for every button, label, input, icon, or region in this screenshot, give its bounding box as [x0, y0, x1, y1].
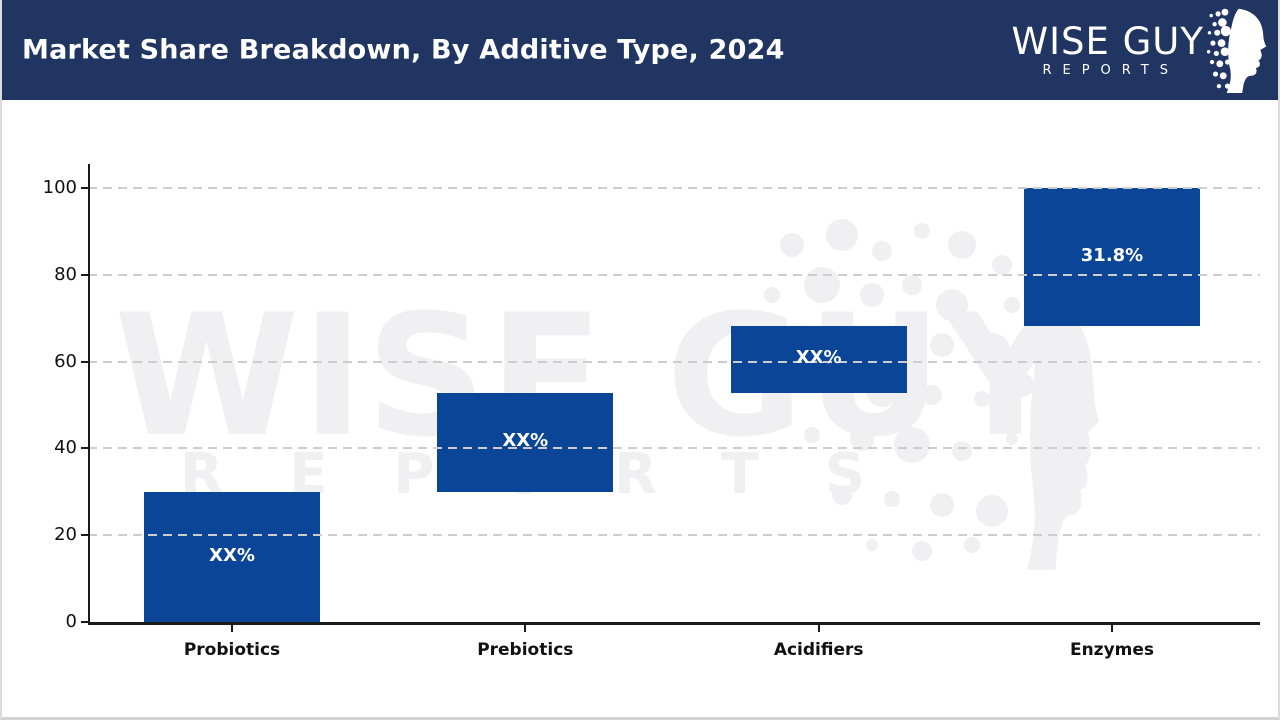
chart-area: WISE GUY REPORTS XX%XX%XX%31.8%	[2, 100, 1278, 717]
bar-acidifiers	[730, 326, 907, 393]
bar-enzymes	[1024, 188, 1200, 326]
y-axis-spine	[88, 164, 90, 625]
watermark-head-icon	[1027, 300, 1099, 570]
x-axis-category-enzymes: Enzymes	[1069, 640, 1155, 660]
y-axis-tick	[81, 621, 89, 623]
y-axis-tick	[81, 187, 89, 189]
logo-line2: REPORTS	[1042, 63, 1180, 78]
gridline-20	[88, 534, 1260, 537]
x-axis-category-acidifiers: Acidifiers	[773, 640, 864, 660]
y-axis-tick-label: 100	[42, 177, 77, 198]
x-axis-spine	[88, 622, 1260, 625]
plot: XX% XX% XX% 31.8% 0 20 40 60 80 100 Probiotics Preb…	[2, 100, 1278, 717]
y-axis-tick	[81, 534, 89, 537]
y-axis-tick-label: 0	[65, 611, 77, 632]
x-axis-tick	[1111, 624, 1113, 632]
y-axis-tick-label: 20	[54, 524, 77, 546]
y-axis-tick	[81, 273, 89, 276]
x-axis-tick	[231, 624, 233, 632]
chart-title: Market Share Breakdown, By Additive Type…	[22, 34, 785, 66]
y-axis-tick	[81, 360, 89, 363]
y-axis-tick-label: 60	[54, 350, 77, 372]
y-axis-tick-label: 40	[54, 437, 77, 459]
wiseguy-logo: WISE GUY REPORTS	[1012, 7, 1268, 93]
gridline-60	[88, 360, 1260, 363]
header: Market Share Breakdown, By Additive Type…	[2, 0, 1278, 100]
bar-probiotics	[144, 491, 320, 622]
x-axis-category-probiotics: Probiotics	[183, 640, 281, 660]
gridline-100	[88, 187, 1260, 189]
gridline-40	[88, 447, 1260, 450]
x-axis-tick	[524, 624, 527, 632]
bar-value-label: 31.8%	[1080, 245, 1144, 266]
bar-value-label: XX%	[795, 347, 842, 369]
y-axis-tick	[81, 447, 89, 450]
bar-value-label: XX%	[502, 430, 549, 452]
bar-value-label: XX%	[209, 544, 255, 566]
y-axis-tick-label: 80	[54, 263, 77, 285]
logo-wordmark: WISE GUY REPORTS	[1012, 23, 1204, 77]
bar-prebiotics	[437, 392, 614, 492]
x-axis-tick	[817, 624, 820, 632]
x-axis-category-prebiotics: Prebiotics	[477, 640, 574, 660]
logo-head-icon	[1206, 8, 1267, 93]
gridline-80	[88, 273, 1260, 276]
logo-line1: WISE GUY	[1011, 20, 1204, 63]
